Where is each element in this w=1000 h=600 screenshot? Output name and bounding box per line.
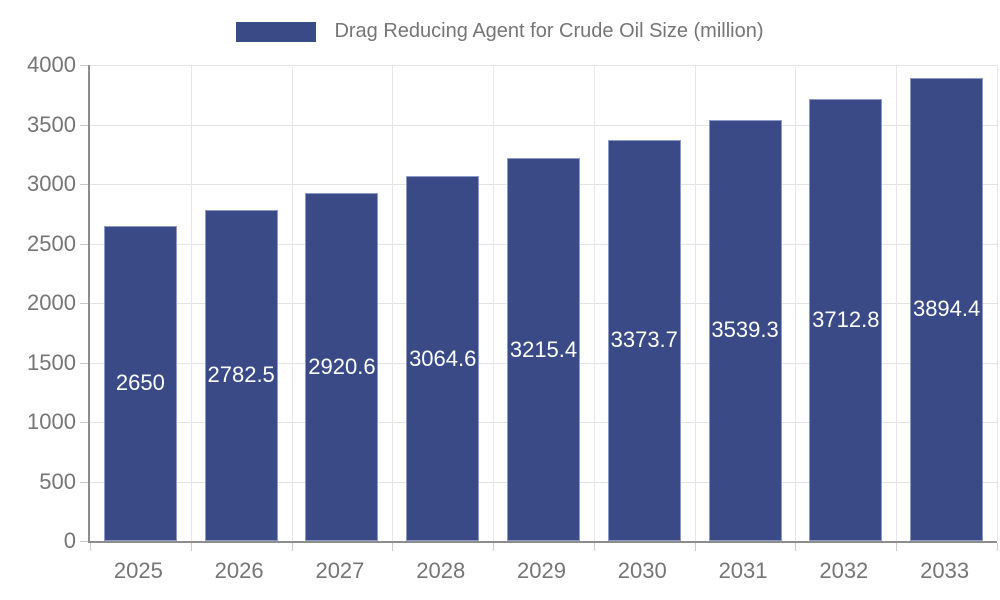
x-axis-tick [90, 543, 91, 551]
y-axis-tick-label: 1500 [27, 349, 76, 375]
bar-value-label: 2782.5 [207, 362, 275, 388]
v-gridline [190, 65, 192, 541]
x-axis-tick-label: 2027 [315, 558, 365, 583]
legend-label: Drag Reducing Agent for Crude Oil Size (… [334, 20, 764, 42]
v-gridline [392, 65, 394, 541]
bar-value-label: 3712.8 [812, 307, 880, 333]
v-gridline [795, 65, 797, 541]
bar-2028 [406, 176, 480, 541]
h-gridline [90, 124, 997, 126]
v-gridline [997, 65, 998, 541]
h-gridline [90, 65, 997, 66]
v-gridline [896, 65, 898, 541]
bar-2032 [809, 99, 883, 541]
x-axis-tick-label: 2026 [214, 558, 264, 583]
v-gridline [593, 65, 595, 541]
x-axis-tick [190, 543, 192, 551]
bar-value-label: 2650 [115, 370, 165, 396]
bar-value-label: 3064.6 [409, 345, 477, 371]
plot-area: 2650 2782.5 2920.6 3064.6 3215.4 3373.7 3539.3… [80, 65, 998, 551]
y-axis-tick [80, 541, 88, 542]
y-axis-tick-label: 4000 [27, 52, 76, 77]
chart-legend[interactable]: Drag Reducing Agent for Crude Oil Size (… [0, 20, 1000, 43]
x-axis-tick [997, 543, 998, 551]
bar-2030 [607, 139, 681, 541]
bar-value-label: 3373.7 [610, 327, 678, 353]
bar-2031 [708, 119, 782, 541]
bar-value-label: 3539.3 [711, 317, 779, 343]
y-axis-tick [80, 422, 88, 423]
x-axis-tick [493, 543, 495, 551]
y-axis-tick [80, 184, 88, 185]
bar-value-label: 3215.4 [509, 336, 578, 362]
y-axis-tick-label: 3500 [27, 111, 76, 137]
x-axis-tick-label: 2029 [517, 558, 566, 583]
y-axis-tick-label: 2000 [27, 290, 76, 315]
x-axis-tick-label: 2025 [113, 558, 163, 583]
y-axis-tick-label: 3000 [27, 171, 76, 196]
bar-value-label: 3894.4 [912, 296, 981, 322]
x-axis-tick [694, 543, 696, 551]
x-axis-tick [896, 543, 898, 551]
bar-value-label: 2920.6 [308, 354, 376, 380]
x-axis-tick-label: 2033 [920, 558, 970, 583]
y-axis-tick [80, 124, 88, 126]
bar-2029 [507, 158, 580, 541]
x-axis-tick-label: 2031 [718, 558, 768, 583]
x-axis-tick [291, 543, 293, 551]
legend-swatch [236, 21, 317, 42]
v-gridline [694, 65, 696, 541]
y-axis-tick [80, 362, 88, 364]
v-gridline [291, 65, 293, 541]
bar-2025 [103, 225, 177, 541]
y-axis-tick [80, 65, 88, 66]
v-gridline [493, 65, 495, 541]
y-axis-tick-label: 0 [63, 528, 76, 553]
x-axis-tick-label: 2030 [617, 558, 667, 583]
x-axis-tick [795, 543, 797, 551]
y-axis-tick-label: 2500 [27, 230, 76, 256]
bar-2027 [305, 193, 379, 541]
y-axis-tick-label: 1000 [27, 409, 76, 434]
y-axis-tick [80, 303, 88, 304]
bar-2026 [204, 209, 278, 541]
y-axis-tick [80, 243, 88, 245]
x-axis-tick [593, 543, 595, 551]
x-axis-tick-label: 2032 [819, 558, 869, 583]
y-axis-tick [80, 481, 88, 483]
y-axis-tick-label: 500 [39, 468, 76, 494]
bar-2033 [910, 77, 984, 541]
x-axis-tick [392, 543, 394, 551]
x-axis-tick-label: 2028 [416, 558, 466, 583]
